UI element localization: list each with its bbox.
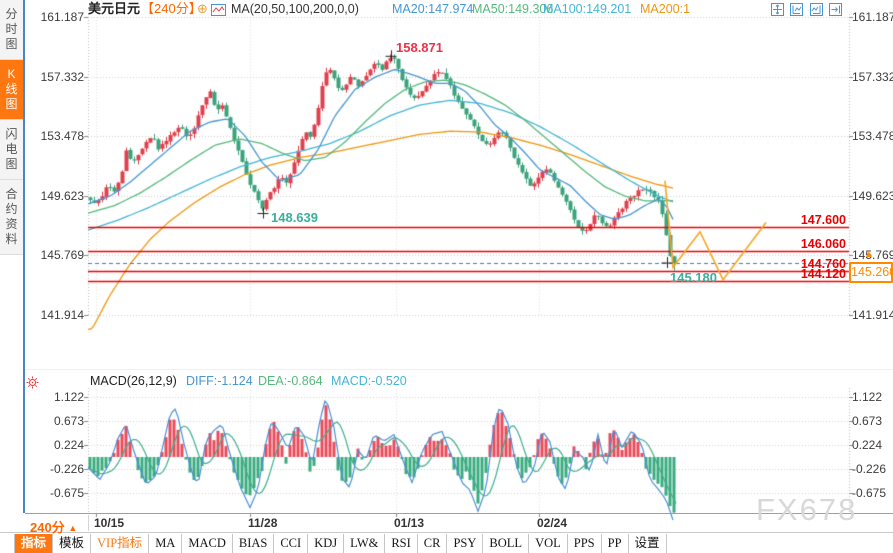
price-axis-label-left: 145.769 [40,248,84,263]
ma200-value: MA200:1 [640,2,691,16]
right-axis-icon[interactable] [809,3,823,16]
price-axis-label-right: 157.332 [852,69,893,84]
level-label: 144.760 [800,256,846,271]
toolbar-item-macd[interactable]: MACD [182,534,233,553]
macd-title: MACD(26,12,9) [90,374,177,388]
low-annotation: 148.639 [271,210,318,225]
toolbar-item-psy[interactable]: PSY [447,534,484,553]
macd-diff-value: DIFF:-1.124 [186,374,253,388]
toolbar-item-cci[interactable]: CCI [274,534,309,553]
x-axis-label: 10/15 [94,516,125,530]
macd-axis-label-left: -0.675 [49,485,84,500]
x-axis-label: 01/13 [394,516,425,530]
toolbar-item-pp[interactable]: PP [602,534,629,553]
macd-axis-label-right: -0.226 [852,462,887,477]
macd-axis-label-right: 1.122 [852,390,883,405]
x-axis-label: 02/24 [537,516,568,530]
left-axis-icon[interactable] [790,3,804,16]
macd-settings-icon[interactable] [26,376,39,394]
xaxis-top-border [25,513,893,514]
symbol-title: 美元日元 [88,1,141,16]
x-axis-label: 11/28 [248,516,278,530]
chevron-up-icon: ▲ [68,523,78,533]
macd-axis-label-right: 0.673 [852,414,883,429]
price-axis-label-right: 153.478 [852,129,893,144]
header-tools [771,3,844,21]
macd-dea-value: DEA:-0.864 [258,374,323,388]
price-axis-label-right: 145.769 [852,248,893,263]
last-low-annotation: 145.180 [670,270,717,285]
toolbar-item-vol[interactable]: VOL [529,534,568,553]
macd-axis-label-left: 0.673 [53,414,84,429]
period-dropdown[interactable]: 240分 ▲ [30,520,78,535]
price-up-arrow-icon[interactable]: ▲ [864,249,874,260]
macd-axis-label-left: 0.224 [53,438,84,453]
macd-axis-label-left: -0.226 [49,462,84,477]
ma100-value: MA100:149.201 [543,2,632,16]
price-axis-label-left: 161.187 [40,10,84,24]
price-axis-label-right: 149.623 [852,188,893,203]
level-label: 146.060 [800,236,846,251]
ma-settings-label: MA(20,50,100,200,0,0) [231,2,359,16]
macd-axis-label-right: -0.675 [852,485,887,500]
level-label: 144.120 [800,266,846,281]
toolbar-top-border [0,532,893,533]
price-axis-label-left: 141.914 [40,307,84,322]
macd-macd-value: MACD:-0.520 [331,374,407,388]
sidebar-tab-kline-chart[interactable]: K 线 图 [0,60,23,120]
price-axis-label-left: 149.623 [40,188,84,203]
toolbar-item-cr[interactable]: CR [418,534,448,553]
toolbar-item-vip-indicator[interactable]: VIP指标 [91,534,150,553]
panel-divider [25,369,893,370]
toolbar-item-rsi[interactable]: RSI [385,534,418,553]
high-annotation: 158.871 [396,40,443,55]
macd-axis-label-left: 1.122 [53,390,84,405]
toolbar-item-bias[interactable]: BIAS [233,534,275,553]
price-axis-label-right: 141.914 [852,307,893,322]
toolbar-item-lwr[interactable]: LW& [344,534,386,553]
chart-type-icon [211,3,226,21]
level-label: 147.600 [800,213,846,228]
macd-axis-label-right: 0.224 [852,438,883,453]
xaxis-separator [88,515,89,531]
sidebar-tab-lightning-chart[interactable]: 闪 电 图 [0,120,23,180]
price-axis-label-left: 157.332 [40,69,84,84]
toolbar-item-ma[interactable]: MA [149,534,183,553]
ma50-value: MA50:149.306 [472,2,554,16]
toolbar-item-indicator[interactable]: 指标 [15,534,54,553]
toolbar-item-template[interactable]: 模板 [53,534,92,553]
current-price-tag: 145.260 [849,262,893,283]
ma20-value: MA20:147.974 [392,2,474,16]
watermark-logo: FX678 [756,492,858,527]
add-indicator-icon[interactable]: ⊕ [197,1,208,16]
sidebar-tab-contract-info[interactable]: 合 约 资 料 [0,180,23,255]
toolbar-item-settings[interactable]: 设置 [629,534,667,553]
toolbar-item-boll[interactable]: BOLL [483,534,530,553]
scroll-latest-icon[interactable] [829,3,843,16]
toolbar-item-kdj[interactable]: KDJ [308,534,345,553]
toolbar-item-pps[interactable]: PPS [568,534,602,553]
price-axis-label-left: 153.478 [40,129,84,144]
pan-mode-icon[interactable] [771,3,784,16]
indicator-toolbar: 指标 模板 VIP指标 MA MACD BIAS CCI KDJ LW& RSI CR PSY BOLL… [14,534,667,553]
sidebar-tab-time-chart[interactable]: 分 时 图 [0,0,23,60]
period-label: 【240分】 [141,1,202,16]
price-axis-label-right: 161.187 [852,10,893,24]
